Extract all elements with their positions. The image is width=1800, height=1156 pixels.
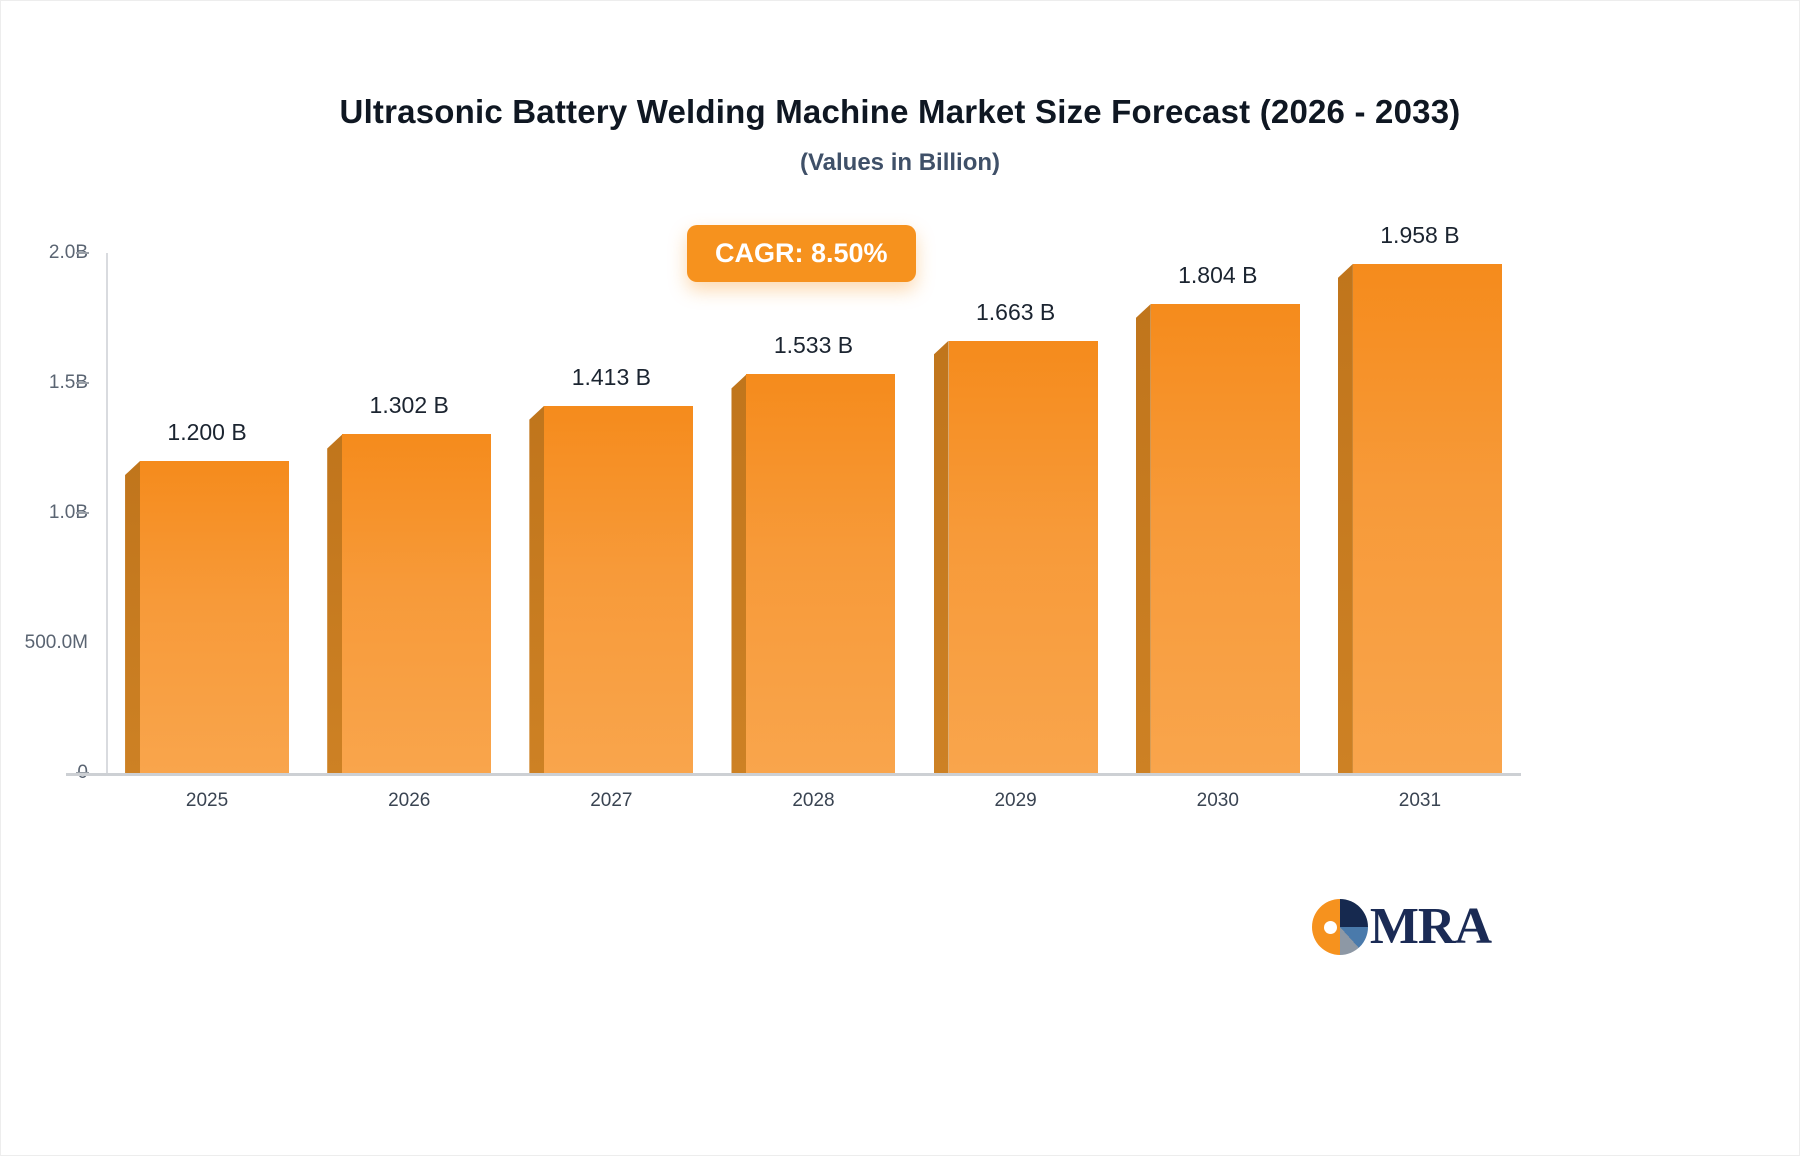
bar-3d-side	[731, 374, 747, 773]
bar-face	[140, 461, 290, 773]
bar-face	[544, 405, 694, 773]
x-axis-category-label: 2031	[1398, 790, 1442, 811]
bar-face	[746, 374, 896, 773]
bar-value-label: 1.804 B	[1178, 261, 1258, 288]
mra-logo: MRA	[1311, 898, 1492, 955]
x-axis-category-label: 2027	[590, 790, 633, 811]
bar-2026: 1.302 B	[327, 392, 492, 773]
bar-3d-side	[933, 340, 949, 773]
bar-3d-side	[327, 434, 343, 773]
y-axis-tick-mark	[76, 382, 89, 384]
bar-group-2027: 1.413 B 2027	[510, 253, 712, 811]
bar-value-label: 1.413 B	[571, 363, 651, 390]
bar-face	[342, 434, 492, 773]
mra-logo-pie-icon	[1311, 899, 1368, 955]
bar-2030: 1.804 B	[1135, 262, 1300, 773]
bar-group-2031: 1.958 B 2031	[1319, 222, 1521, 811]
bar-2025: 1.200 B	[125, 419, 290, 773]
x-axis-category-label: 2029	[994, 790, 1037, 811]
x-axis-category-label: 2028	[792, 790, 835, 811]
y-axis-tick-label: 0	[77, 762, 88, 783]
y-axis-tick-label: 1.0B	[48, 502, 88, 523]
y-axis-tick-label: 500.0M	[24, 632, 88, 653]
bar-group-2025: 1.200 B 2025	[106, 253, 308, 811]
mra-logo-text: MRA	[1369, 898, 1492, 955]
bar-2027: 1.413 B	[529, 364, 694, 773]
bar-group-2030: 1.804 B 2030	[1117, 253, 1319, 811]
bar-3d-side	[125, 461, 141, 773]
x-axis-category-label: 2025	[185, 790, 229, 811]
bar-chart: 2.0B 1.5B 1.0B 500.0M 0 1.200 B 2025 1.302 B 202…	[25, 222, 1521, 811]
bar-2029: 1.663 B	[933, 299, 1098, 773]
bar-value-label: 1.533 B	[773, 332, 854, 359]
bar-group-2029: 1.663 B 2029	[915, 253, 1117, 811]
bar-face	[948, 340, 1098, 773]
bar-3d-side	[1337, 263, 1353, 773]
y-axis-tick-mark	[76, 772, 89, 774]
bar-group-2026: 1.302 B 2026	[308, 253, 510, 811]
bar-value-label: 1.302 B	[369, 392, 449, 419]
bar-group-2028: 1.533 B 2028	[712, 253, 914, 811]
bar-3d-side	[529, 405, 545, 773]
x-axis-category-label: 2030	[1196, 790, 1239, 811]
y-axis-tick-mark	[76, 252, 89, 254]
bar-2028: 1.533 B	[731, 332, 896, 773]
bar-face	[1352, 263, 1502, 773]
y-axis-tick-label: 1.5B	[48, 372, 88, 393]
chart-title: Ultrasonic Battery Welding Machine Marke…	[339, 93, 1461, 130]
chart-subtitle: (Values in Billion)	[799, 149, 1001, 176]
plot-area: 2.0B 1.5B 1.0B 500.0M 0 1.200 B 2025 1.302 B 202…	[25, 222, 1521, 811]
bar-value-label: 1.663 B	[975, 298, 1056, 325]
bar-value-label: 1.200 B	[167, 419, 247, 445]
bar-3d-side	[1135, 303, 1151, 773]
bar-2031: 1.958 B	[1337, 222, 1502, 773]
y-axis-tick-label: 2.0B	[48, 242, 88, 263]
y-axis-tick-mark	[76, 512, 89, 514]
x-axis-category-label: 2026	[388, 790, 431, 811]
cagr-badge: CAGR: 8.50%	[687, 225, 916, 282]
bar-face	[1150, 303, 1300, 773]
bar-value-label: 1.958 B	[1380, 221, 1460, 248]
